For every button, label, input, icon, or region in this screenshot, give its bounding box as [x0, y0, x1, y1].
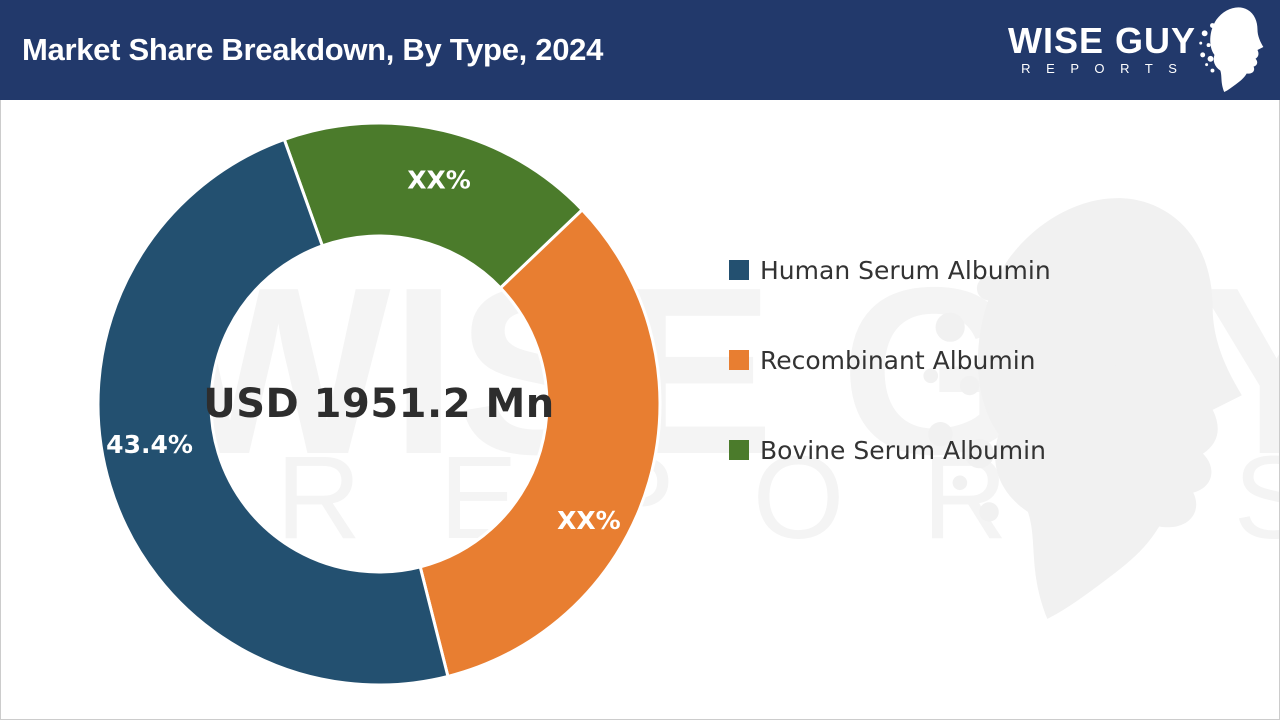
watermark-face-icon: [921, 180, 1271, 630]
legend-item-bovine-serum-albumin: Bovine Serum Albumin: [729, 435, 1051, 465]
segment-value-label: XX%: [557, 506, 621, 535]
wise-guy-logo: WISE GUY R E P O R T S: [1008, 4, 1270, 94]
wise-guy-face-logo-icon: [1199, 7, 1264, 93]
segment-value-label: 43.4%: [106, 430, 193, 459]
legend-label: Bovine Serum Albumin: [760, 435, 1046, 465]
donut-chart: XX% XX% 43.4%: [96, 121, 662, 687]
logo-subtitle: R E P O R T S: [1021, 61, 1183, 76]
legend-item-human-serum-albumin: Human Serum Albumin: [729, 255, 1051, 285]
chart-legend: Human Serum Albumin Recombinant Albumin …: [729, 255, 1051, 525]
chart-area: WISE GUY REPORTS XX% XX% 43.: [0, 100, 1280, 720]
logo-text: WISE GUY R E P O R T S: [1008, 21, 1196, 77]
legend-label: Recombinant Albumin: [760, 345, 1036, 375]
legend-swatch-icon: [729, 260, 749, 280]
donut-segment-recombinant-albumin: [418, 207, 662, 679]
page-title: Market Share Breakdown, By Type, 2024: [22, 32, 604, 67]
header-bar: Market Share Breakdown, By Type, 2024 WI…: [0, 0, 1280, 100]
logo-wordmark: WISE GUY: [1007, 20, 1196, 61]
chart-center-value: USD 1951.2 Mn: [203, 381, 555, 427]
legend-swatch-icon: [729, 350, 749, 370]
legend-label: Human Serum Albumin: [760, 255, 1051, 285]
donut-segment-bovine-serum-albumin: [282, 121, 585, 291]
donut-segment-human-serum-albumin: [96, 137, 450, 687]
legend-swatch-icon: [729, 440, 749, 460]
watermark-face-icon: [923, 198, 1242, 619]
legend-item-recombinant-albumin: Recombinant Albumin: [729, 345, 1051, 375]
segment-value-label: XX%: [407, 165, 471, 194]
